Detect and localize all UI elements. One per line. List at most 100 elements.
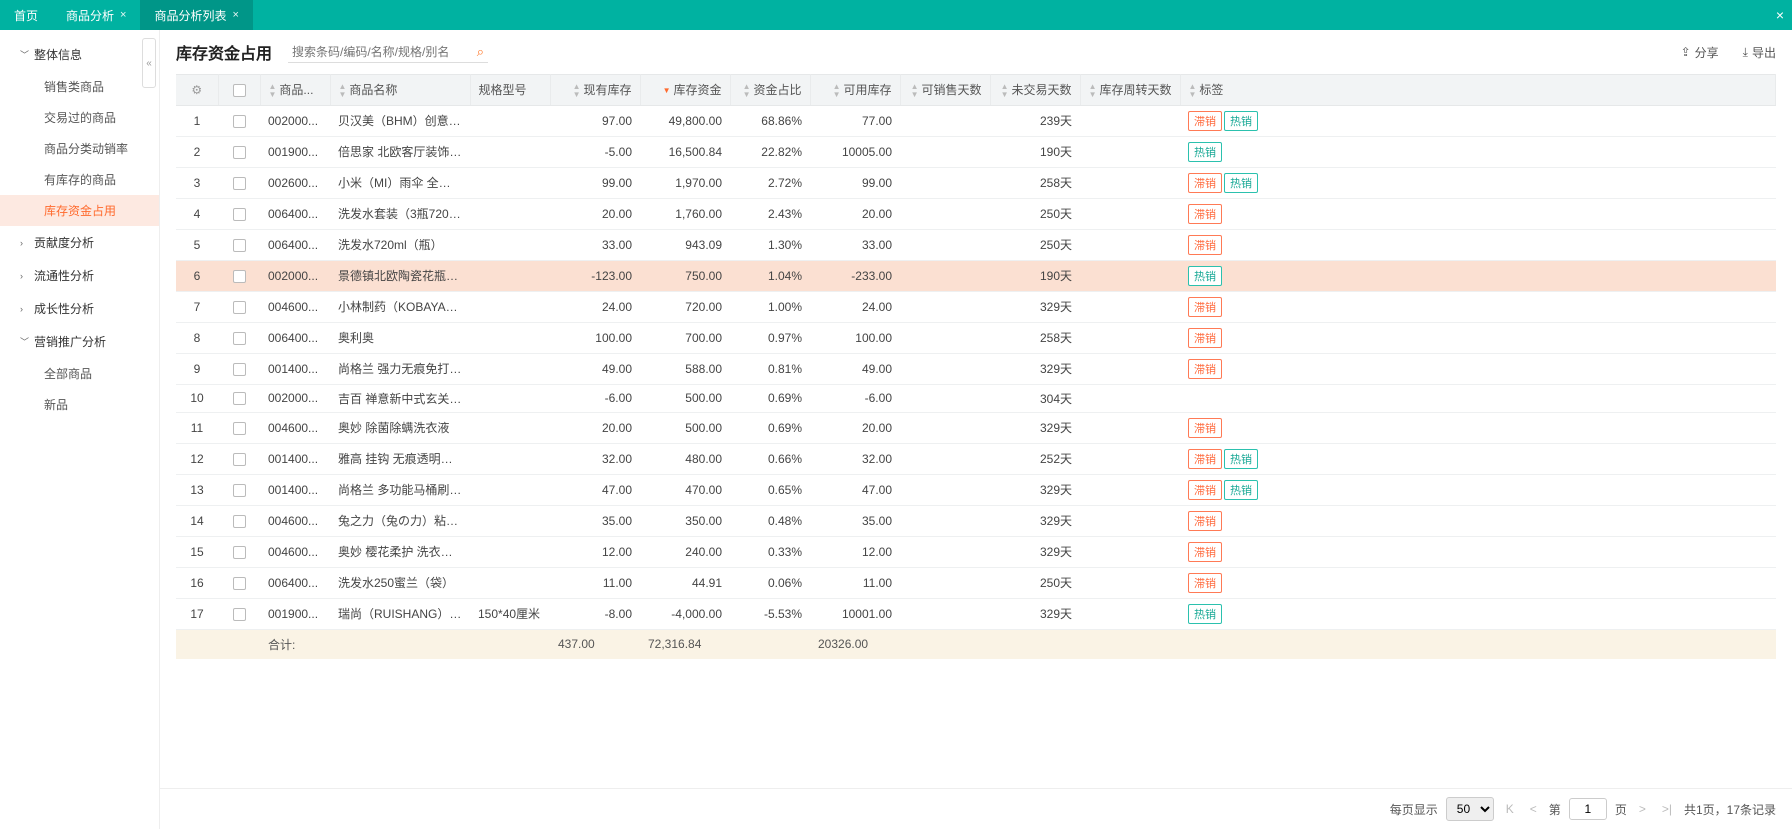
row-checkbox[interactable] <box>233 363 246 376</box>
row-checkbox[interactable] <box>233 146 246 159</box>
row-checkbox[interactable] <box>233 208 246 221</box>
per-page-label: 每页显示 <box>1390 801 1438 818</box>
sidebar-group[interactable]: ›成长性分析 <box>0 292 159 325</box>
sidebar-item[interactable]: 有库存的商品 <box>0 164 159 195</box>
col-tags[interactable]: ▲▼标签 <box>1180 75 1776 106</box>
col-ratio[interactable]: ▲▼资金占比 <box>730 75 810 106</box>
sidebar-item[interactable]: 全部商品 <box>0 358 159 389</box>
cell-cb <box>218 105 260 136</box>
table-row[interactable]: 7004600...小林制药（KOBAYASHI）日24.00720.001.0… <box>176 291 1776 322</box>
table-row[interactable]: 11004600...奥妙 除菌除螨洗衣液20.00500.000.69%20.… <box>176 412 1776 443</box>
table-row[interactable]: 10002000...吉百 禅意新中式玄关摆件客-6.00500.000.69%… <box>176 384 1776 412</box>
sidebar-item[interactable]: 交易过的商品 <box>0 102 159 133</box>
cell-turnover <box>1080 260 1180 291</box>
pager-first-icon[interactable]: K <box>1502 802 1518 816</box>
cell-code: 006400... <box>260 198 330 229</box>
close-icon[interactable]: × <box>232 9 238 21</box>
pager: 每页显示 50 K < 第 页 > >| 共1页，17条记录 <box>160 788 1792 829</box>
table-row[interactable]: 9001400...尚格兰 强力无痕免打孔浴室49.00588.000.81%4… <box>176 353 1776 384</box>
sidebar-group[interactable]: ›贡献度分析 <box>0 226 159 259</box>
col-name[interactable]: ▲▼商品名称 <box>330 75 470 106</box>
per-page-select[interactable]: 50 <box>1446 797 1494 821</box>
row-checkbox[interactable] <box>233 301 246 314</box>
row-checkbox[interactable] <box>233 332 246 345</box>
top-tab[interactable]: 商品分析列表× <box>140 0 252 30</box>
sidebar-item[interactable]: 销售类商品 <box>0 71 159 102</box>
col-notraded[interactable]: ▲▼未交易天数 <box>990 75 1080 106</box>
sidebar-group[interactable]: ﹀整体信息 <box>0 38 159 71</box>
top-tab[interactable]: 商品分析× <box>52 0 140 30</box>
row-checkbox[interactable] <box>233 577 246 590</box>
table-row[interactable]: 4006400...洗发水套装（3瓶720ml+1洗20.001,760.002… <box>176 198 1776 229</box>
pager-prev-icon[interactable]: < <box>1526 802 1541 816</box>
row-checkbox[interactable] <box>233 270 246 283</box>
sidebar-item[interactable]: 商品分类动销率 <box>0 133 159 164</box>
row-checkbox[interactable] <box>233 422 246 435</box>
close-icon[interactable]: × <box>120 9 126 21</box>
row-checkbox[interactable] <box>233 515 246 528</box>
row-checkbox[interactable] <box>233 453 246 466</box>
chevron-down-icon: ﹀ <box>20 335 30 348</box>
sidebar-group[interactable]: ›流通性分析 <box>0 259 159 292</box>
col-fund[interactable]: ▼库存资金 <box>640 75 730 106</box>
row-checkbox[interactable] <box>233 177 246 190</box>
cell-ratio: -5.53% <box>730 598 810 629</box>
col-code[interactable]: ▲▼商品... <box>260 75 330 106</box>
sidebar-item[interactable]: 新品 <box>0 389 159 420</box>
row-checkbox[interactable] <box>233 608 246 621</box>
page-input[interactable] <box>1569 798 1607 820</box>
table-row[interactable]: 2001900...倍思家 北欧客厅装饰画卧室-5.0016,500.8422.… <box>176 136 1776 167</box>
sidebar-item[interactable]: 库存资金占用 <box>0 195 159 226</box>
cell-avail: 12.00 <box>810 536 900 567</box>
cell-stock: 35.00 <box>550 505 640 536</box>
row-checkbox[interactable] <box>233 546 246 559</box>
table-row[interactable]: 14004600...兔之力（兔の力）粘毛器黏35.00350.000.48%3… <box>176 505 1776 536</box>
cell-sellable <box>900 229 990 260</box>
search-icon[interactable]: ⌕ <box>477 44 484 60</box>
table-row[interactable]: 5006400...洗发水720ml（瓶）33.00943.091.30%33.… <box>176 229 1776 260</box>
table-row[interactable]: 8006400...奥利奥100.00700.000.97%100.00258天… <box>176 322 1776 353</box>
col-checkbox[interactable] <box>218 75 260 106</box>
page-title: 库存资金占用 <box>176 40 272 64</box>
table-row[interactable]: 6002000...景德镇北欧陶瓷花瓶摆件 优-123.00750.001.04… <box>176 260 1776 291</box>
cell-spec <box>470 505 550 536</box>
col-sellable[interactable]: ▲▼可销售天数 <box>900 75 990 106</box>
cell-stock: 97.00 <box>550 105 640 136</box>
table-row[interactable]: 1002000...贝汉美（BHM）创意北欧风97.0049,800.0068.… <box>176 105 1776 136</box>
col-turnover[interactable]: ▲▼库存周转天数 <box>1080 75 1180 106</box>
cell-fund: 350.00 <box>640 505 730 536</box>
table-row[interactable]: 12001400...雅高 挂钩 无痕透明粘钩 强力32.00480.000.6… <box>176 443 1776 474</box>
sidebar-group-label: 营销推广分析 <box>34 333 106 350</box>
cell-stock: 11.00 <box>550 567 640 598</box>
top-tab[interactable]: 首页 <box>0 0 52 30</box>
cell-ratio: 2.72% <box>730 167 810 198</box>
export-button[interactable]: ⤓ 导出 <box>1743 44 1776 61</box>
col-gear[interactable]: ⚙ <box>176 75 218 106</box>
checkbox-all[interactable] <box>233 84 246 97</box>
row-checkbox[interactable] <box>233 392 246 405</box>
table-row[interactable]: 15004600...奥妙 樱花柔护 洗衣凝珠 1012.00240.000.3… <box>176 536 1776 567</box>
table-row[interactable]: 17001900...瑞尚（RUISHANG）卧室打150*40厘米-8.00-… <box>176 598 1776 629</box>
col-avail[interactable]: ▲▼可用库存 <box>810 75 900 106</box>
cell-tags: 滞销 <box>1180 229 1776 260</box>
share-button[interactable]: ⇪ 分享 <box>1681 44 1719 61</box>
row-checkbox[interactable] <box>233 115 246 128</box>
cell-ratio: 0.65% <box>730 474 810 505</box>
table-row[interactable]: 3002600...小米（MI）雨伞 全自动折叠99.001,970.002.7… <box>176 167 1776 198</box>
panel-close-icon[interactable]: × <box>1776 0 1784 30</box>
sidebar-collapse-button[interactable]: « <box>142 38 156 88</box>
col-stock[interactable]: ▲▼现有库存 <box>550 75 640 106</box>
pager-next-icon[interactable]: > <box>1635 802 1650 816</box>
row-checkbox[interactable] <box>233 239 246 252</box>
cell-name: 雅高 挂钩 无痕透明粘钩 强力 <box>330 443 470 474</box>
col-spec[interactable]: 规格型号 <box>470 75 550 106</box>
cell-stock: 99.00 <box>550 167 640 198</box>
table-row[interactable]: 13001400...尚格兰 多功能马桶刷套装 带47.00470.000.65… <box>176 474 1776 505</box>
table-row[interactable]: 16006400...洗发水250蜜兰（袋）11.0044.910.06%11.… <box>176 567 1776 598</box>
search-input[interactable] <box>292 45 473 59</box>
sidebar-group[interactable]: ﹀ 营销推广分析 <box>0 325 159 358</box>
pager-last-icon[interactable]: >| <box>1658 802 1676 816</box>
totals-stock: 437.00 <box>550 629 640 659</box>
cell-name: 洗发水套装（3瓶720ml+1洗 <box>330 198 470 229</box>
row-checkbox[interactable] <box>233 484 246 497</box>
